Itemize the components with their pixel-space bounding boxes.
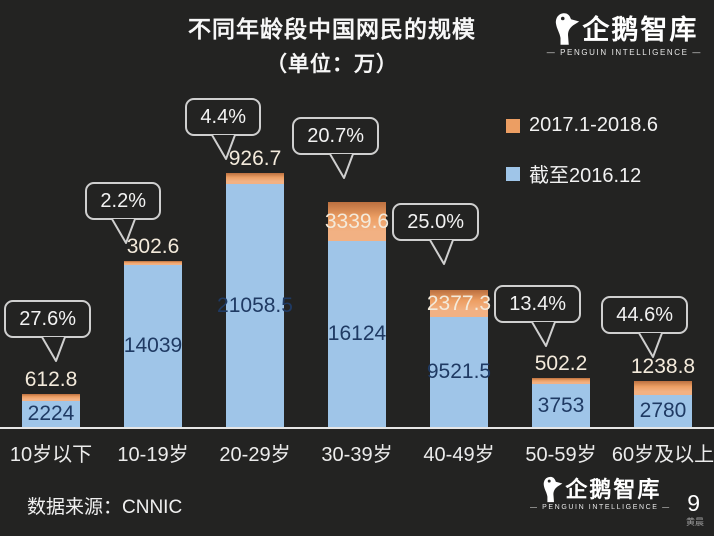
growth-callout: 13.4%	[494, 285, 581, 323]
brand-subtitle: — PENGUIN INTELLIGENCE —	[530, 504, 671, 511]
brand-name: 企鹅智库	[565, 477, 662, 502]
bar-segment-growth	[226, 173, 284, 184]
bar-segment-growth	[634, 381, 692, 395]
brand-logo-bottom: 企鹅智库 — PENGUIN INTELLIGENCE —	[530, 476, 671, 511]
legend-item-base: 截至2016.12	[506, 159, 658, 188]
brand-name: 企鹅智库	[582, 15, 699, 45]
legend-label-base: 截至2016.12	[529, 165, 642, 187]
bar-segment-base	[430, 317, 488, 427]
category-label: 20-29岁	[219, 444, 291, 466]
category-label: 10-19岁	[117, 444, 189, 466]
growth-callout: 4.4%	[185, 98, 261, 136]
callout-tail-icon	[327, 153, 357, 181]
growth-callout: 25.0%	[392, 203, 479, 241]
bar-value-base: 9521.5	[426, 360, 492, 383]
legend-label-growth: 2017.1-2018.6	[529, 114, 659, 136]
bar-value-growth: 3339.6	[324, 209, 390, 233]
growth-callout: 27.6%	[4, 300, 91, 338]
bar-value-base: 14039	[123, 334, 183, 357]
category-label: 60岁及以上	[611, 444, 714, 466]
chart-title: 不同年龄段中国网民的规模	[188, 16, 476, 42]
callout-tail-icon	[209, 134, 239, 162]
callout-tail-icon	[39, 336, 69, 364]
bar-value-growth: 502.2	[534, 352, 588, 375]
bar-value-growth: 302.6	[126, 235, 180, 258]
brand-subtitle: — PENGUIN INTELLIGENCE —	[546, 48, 702, 57]
callout-tail-icon	[109, 218, 139, 246]
bar-value-growth: 1238.8	[630, 355, 696, 378]
legend-item-growth: 2017.1-2018.6	[506, 114, 658, 137]
page-number: 9	[687, 490, 700, 516]
bar-segment-base	[226, 184, 284, 427]
bar-segment-growth	[532, 378, 590, 384]
callout-tail-icon	[529, 321, 559, 349]
category-label: 10岁以下	[9, 444, 93, 466]
bar-segment-growth	[124, 261, 182, 265]
source-note: 数据来源：CNNIC	[27, 497, 183, 518]
category-label: 40-49岁	[423, 444, 495, 466]
bar-segment-base	[328, 241, 386, 427]
growth-callout: 44.6%	[601, 296, 688, 334]
bar-value-growth: 2377.3	[426, 291, 492, 315]
chart-subtitle: （单位：万）	[266, 53, 398, 76]
bar-segment-growth	[430, 290, 488, 317]
bar-value-base: 2780	[639, 399, 687, 422]
title-block: 不同年龄段中国网民的规模 （单位：万）	[0, 10, 664, 78]
bar-value-growth: 612.8	[24, 368, 78, 391]
bar-segment-growth	[328, 202, 386, 241]
callout-tail-icon	[427, 239, 457, 267]
watermark: 黄晨	[685, 517, 704, 527]
penguin-icon	[544, 476, 563, 503]
bar-value-base: 16124	[327, 322, 387, 345]
legend: 2017.1-2018.6 截至2016.12	[506, 114, 658, 188]
bar-value-base: 3753	[537, 393, 585, 417]
callout-tail-icon	[636, 332, 666, 360]
category-label: 50-59岁	[525, 444, 597, 466]
brand-logo-top: 企鹅智库 — PENGUIN INTELLIGENCE —	[547, 12, 702, 57]
bar-segment-growth	[22, 394, 80, 401]
growth-callout: 20.7%	[292, 117, 379, 155]
legend-swatch-base-icon	[506, 166, 520, 181]
legend-swatch-growth-icon	[506, 118, 520, 133]
growth-callout: 2.2%	[85, 182, 161, 220]
bar-value-growth: 926.7	[228, 147, 282, 170]
bar-segment-base	[22, 401, 80, 427]
x-axis-line	[0, 427, 714, 429]
bar-value-base: 2224	[27, 402, 75, 425]
bar-segment-base	[634, 395, 692, 427]
bar-value-base: 21058.5	[217, 293, 293, 317]
penguin-icon	[556, 13, 580, 45]
bar-segment-base	[124, 265, 182, 427]
bar-segment-base	[532, 384, 590, 427]
category-label: 30-39岁	[321, 444, 393, 466]
